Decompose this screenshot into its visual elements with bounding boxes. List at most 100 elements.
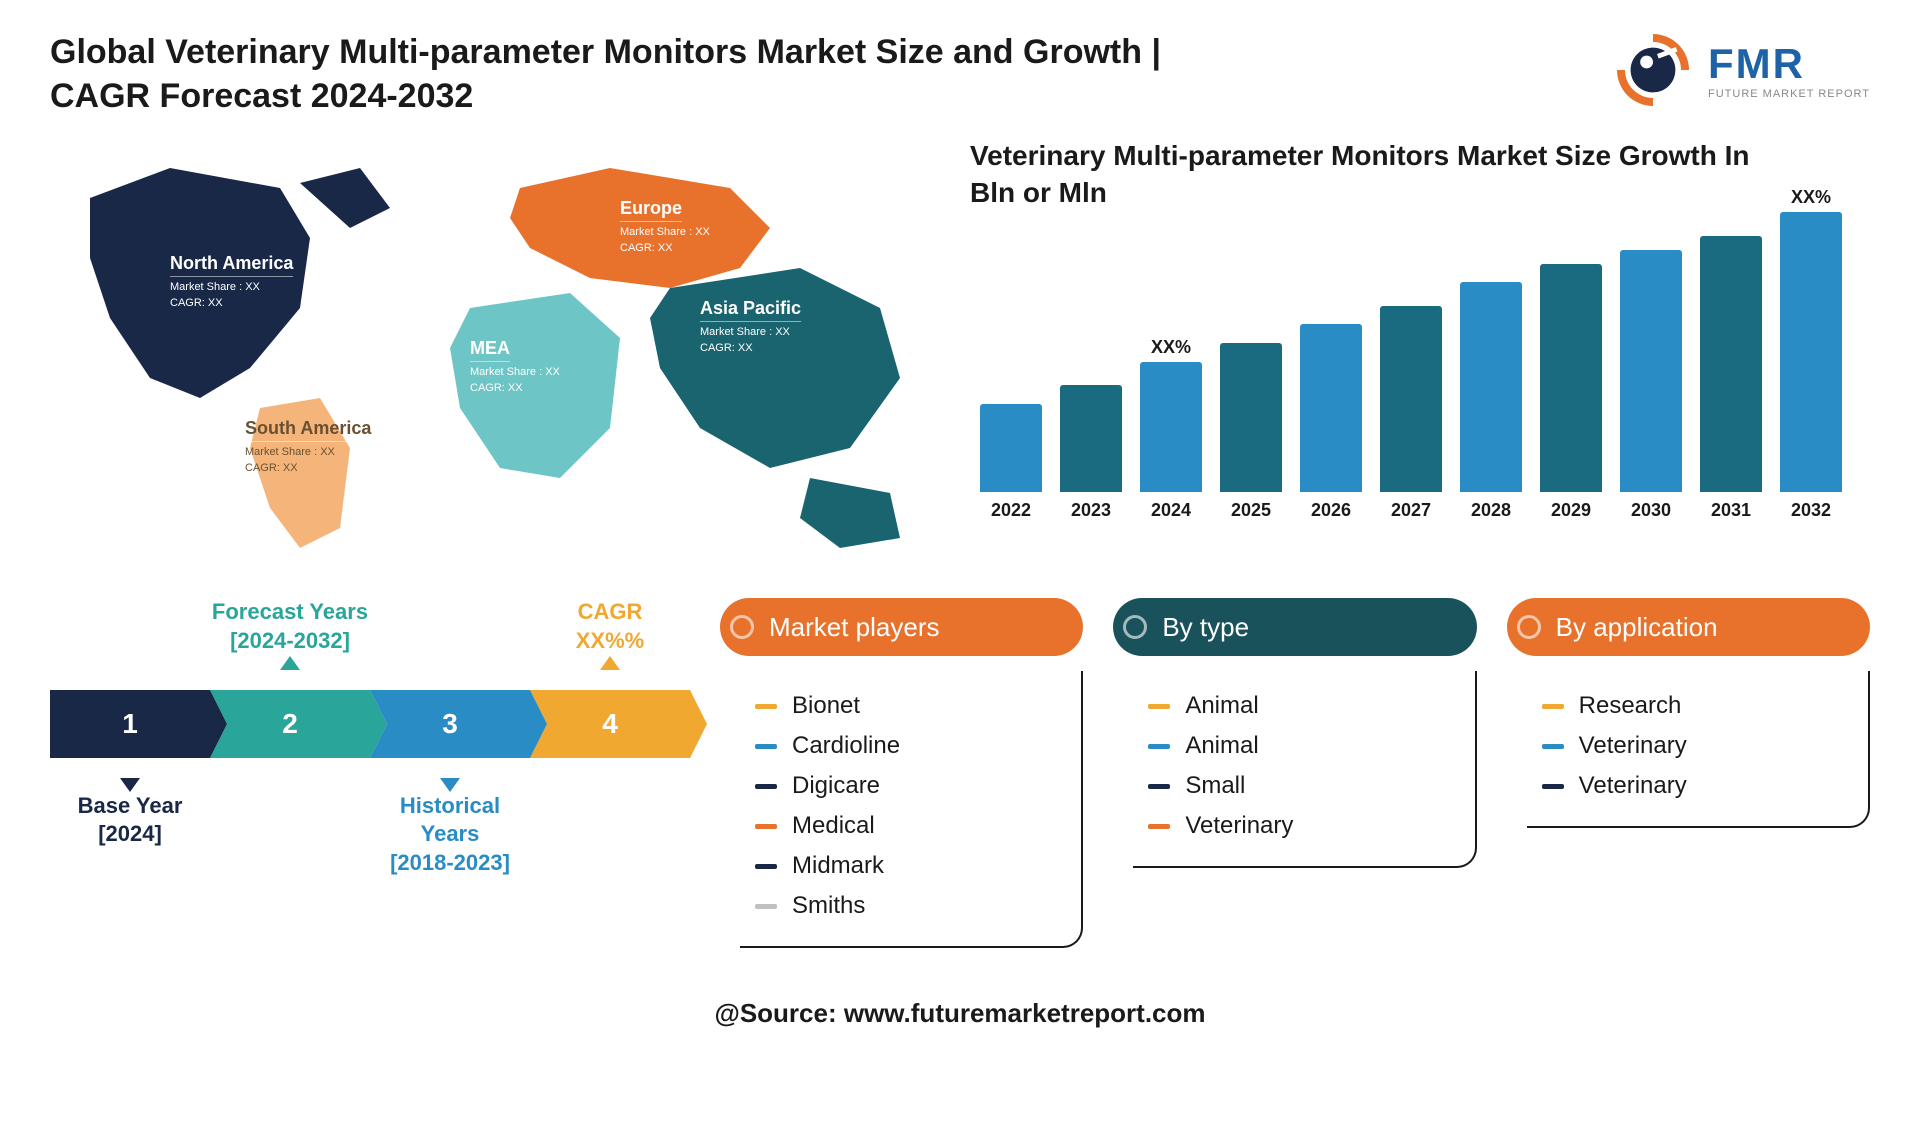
pointer-up-icon xyxy=(600,656,620,670)
region-south-america: South America Market Share : XX CAGR: XX xyxy=(245,418,371,476)
bar-label: 2032 xyxy=(1791,500,1831,521)
bar-2029: 2029 xyxy=(1540,264,1602,522)
dash-icon xyxy=(755,864,777,869)
bar xyxy=(1620,250,1682,493)
card-list: BionetCardiolineDigicareMedicalMidmarkSm… xyxy=(740,671,1083,948)
list-item: Small xyxy=(1148,766,1449,806)
bar xyxy=(1780,212,1842,492)
dash-icon xyxy=(755,704,777,709)
bar xyxy=(1380,306,1442,493)
bar-label: 2028 xyxy=(1471,500,1511,521)
bar xyxy=(1140,362,1202,493)
dash-icon xyxy=(1542,744,1564,749)
bar-2030: 2030 xyxy=(1620,250,1682,522)
bar-2024: XX%2024 xyxy=(1140,362,1202,522)
dash-icon xyxy=(755,904,777,909)
bar-2026: 2026 xyxy=(1300,324,1362,521)
region-mea: MEA Market Share : XX CAGR: XX xyxy=(470,338,560,396)
card-title: By application xyxy=(1556,612,1718,643)
bar xyxy=(1460,282,1522,492)
bar-label: 2027 xyxy=(1391,500,1431,521)
timeline-segment-3: 3 xyxy=(370,690,530,758)
timeline-top-label: CAGRXX%% xyxy=(530,598,690,655)
logo-subtitle: FUTURE MARKET REPORT xyxy=(1708,88,1870,100)
info-card-1: By type AnimalAnimalSmallVeterinary xyxy=(1113,598,1476,948)
bar-annotation: XX% xyxy=(1791,187,1831,208)
card-title: By type xyxy=(1162,612,1249,643)
list-item: Veterinary xyxy=(1148,806,1449,846)
card-header: By application xyxy=(1507,598,1870,656)
region-europe: Europe Market Share : XX CAGR: XX xyxy=(620,198,710,256)
list-item: Bionet xyxy=(755,686,1056,726)
dash-icon xyxy=(755,744,777,749)
bar-label: 2026 xyxy=(1311,500,1351,521)
dash-icon xyxy=(1148,704,1170,709)
timeline-segment-4: 4 xyxy=(530,690,690,758)
bar-2025: 2025 xyxy=(1220,343,1282,521)
bar-annotation: XX% xyxy=(1151,337,1191,358)
page-title: Global Veterinary Multi-parameter Monito… xyxy=(50,30,1250,118)
timeline-bottom-label: Base Year[2024] xyxy=(50,792,210,849)
list-item: Research xyxy=(1542,686,1843,726)
bar-label: 2030 xyxy=(1631,500,1671,521)
card-title: Market players xyxy=(769,612,940,643)
timeline-section: Forecast Years[2024-2032] CAGRXX%% 1234 B… xyxy=(50,598,690,948)
info-card-0: Market players BionetCardiolineDigicareM… xyxy=(720,598,1083,948)
timeline-segment-2: 2 xyxy=(210,690,370,758)
dot-icon xyxy=(730,615,754,639)
dot-icon xyxy=(1517,615,1541,639)
bar-label: 2024 xyxy=(1151,500,1191,521)
dash-icon xyxy=(755,784,777,789)
region-north-america: North America Market Share : XX CAGR: XX xyxy=(170,253,293,311)
bar-2028: 2028 xyxy=(1460,282,1522,521)
bar-chart: 20222023XX%20242025202620272028202920302… xyxy=(970,241,1870,521)
list-item: Smiths xyxy=(755,886,1056,926)
bar-2023: 2023 xyxy=(1060,385,1122,521)
bar-label: 2022 xyxy=(991,500,1031,521)
bar-label: 2025 xyxy=(1231,500,1271,521)
list-item: Animal xyxy=(1148,686,1449,726)
bar-2032: XX%2032 xyxy=(1780,212,1842,521)
pointer-down-icon xyxy=(120,778,140,792)
bar xyxy=(1300,324,1362,492)
pointer-down-icon xyxy=(440,778,460,792)
bar xyxy=(1060,385,1122,492)
fmr-logo-icon xyxy=(1613,30,1693,110)
list-item: Veterinary xyxy=(1542,726,1843,766)
bar xyxy=(980,404,1042,493)
bar xyxy=(1700,236,1762,493)
dash-icon xyxy=(755,824,777,829)
bar xyxy=(1540,264,1602,493)
dash-icon xyxy=(1148,744,1170,749)
info-card-2: By application ResearchVeterinaryVeterin… xyxy=(1507,598,1870,948)
list-item: Veterinary xyxy=(1542,766,1843,806)
list-item: Midmark xyxy=(755,846,1056,886)
card-list: AnimalAnimalSmallVeterinary xyxy=(1133,671,1476,868)
bar-label: 2029 xyxy=(1551,500,1591,521)
dash-icon xyxy=(1542,784,1564,789)
chart-title: Veterinary Multi-parameter Monitors Mark… xyxy=(970,138,1870,211)
bar-chart-section: Veterinary Multi-parameter Monitors Mark… xyxy=(970,138,1870,558)
bar-2027: 2027 xyxy=(1380,306,1442,522)
region-asia-pacific: Asia Pacific Market Share : XX CAGR: XX xyxy=(700,298,801,356)
dash-icon xyxy=(1542,704,1564,709)
timeline-bar: 1234 xyxy=(50,690,690,758)
card-header: Market players xyxy=(720,598,1083,656)
logo-text: FMR xyxy=(1708,40,1870,88)
list-item: Animal xyxy=(1148,726,1449,766)
bar-2022: 2022 xyxy=(980,404,1042,522)
bar-2031: 2031 xyxy=(1700,236,1762,522)
world-map: North America Market Share : XX CAGR: XX… xyxy=(50,138,930,558)
card-list: ResearchVeterinaryVeterinary xyxy=(1527,671,1870,828)
list-item: Medical xyxy=(755,806,1056,846)
list-item: Digicare xyxy=(755,766,1056,806)
bar-label: 2031 xyxy=(1711,500,1751,521)
timeline-top-label: Forecast Years[2024-2032] xyxy=(210,598,370,655)
timeline-segment-1: 1 xyxy=(50,690,210,758)
pointer-up-icon xyxy=(280,656,300,670)
card-header: By type xyxy=(1113,598,1476,656)
bar xyxy=(1220,343,1282,492)
list-item: Cardioline xyxy=(755,726,1056,766)
bar-label: 2023 xyxy=(1071,500,1111,521)
dash-icon xyxy=(1148,784,1170,789)
